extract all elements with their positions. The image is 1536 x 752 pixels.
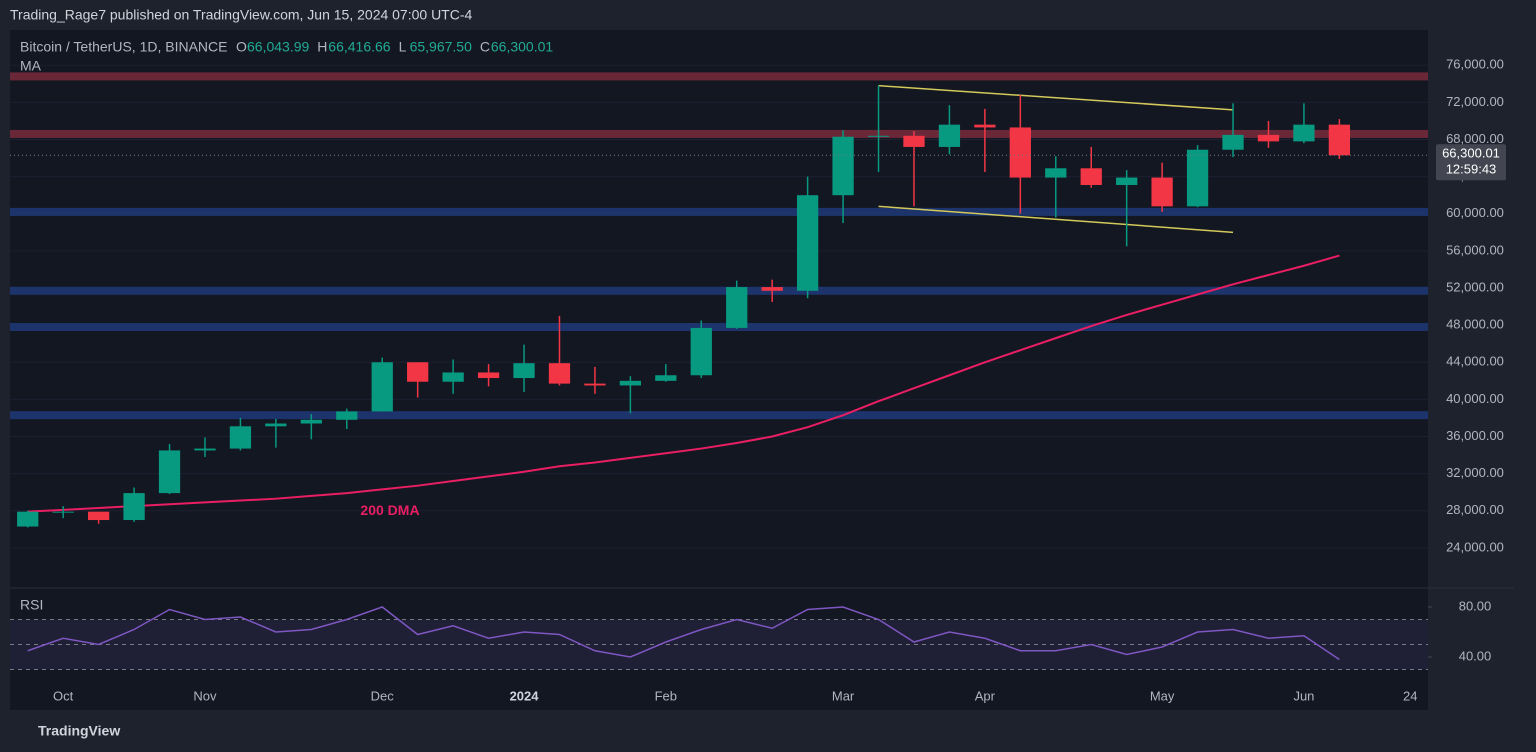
byline: Trading_Rage7 published on TradingView.c… <box>10 7 473 23</box>
y-tick-label: 40.00 <box>1459 648 1492 663</box>
candle-body <box>903 135 925 147</box>
candle-body <box>194 448 216 451</box>
trendline <box>878 84 1234 111</box>
x-tick-label: Mar <box>832 688 855 703</box>
y-tick-label: 60,000.00 <box>1446 205 1504 220</box>
candle-body <box>655 375 677 381</box>
x-tick-label: Jun <box>1293 688 1314 703</box>
candle-body <box>407 362 429 382</box>
footer-brand: TradingView <box>38 723 120 739</box>
candle-body <box>442 372 464 382</box>
x-tick-label: Apr <box>975 688 996 703</box>
y-tick-label: 52,000.00 <box>1446 279 1504 294</box>
candle-body <box>584 383 606 386</box>
x-tick-label: 24 <box>1403 688 1417 703</box>
x-tick-label: Oct <box>53 688 74 703</box>
x-tick-label: Nov <box>193 688 217 703</box>
x-tick-label: 2024 <box>510 688 540 703</box>
candle-body <box>1080 168 1102 185</box>
candle-body <box>477 372 500 379</box>
candle-body <box>796 195 819 291</box>
level-zone <box>10 286 1428 295</box>
ohlc-key: C <box>480 39 490 55</box>
y-tick-label: 56,000.00 <box>1446 242 1504 257</box>
series-annotation: 200 DMA <box>360 502 419 518</box>
candle-body <box>336 411 358 420</box>
candle-body <box>1009 127 1031 178</box>
trendline <box>878 205 1234 234</box>
candle-body <box>265 423 287 427</box>
candle-body <box>548 363 571 384</box>
candle-body <box>1293 124 1315 142</box>
candle-body <box>229 426 252 449</box>
y-tick-label: 68,000.00 <box>1446 131 1504 146</box>
y-tick-label: 32,000.00 <box>1446 465 1504 480</box>
x-tick-label: Feb <box>655 688 677 703</box>
candle-body <box>17 511 39 527</box>
ohlc-value: 65,967.50 <box>410 39 472 55</box>
x-tick-label: May <box>1150 688 1175 703</box>
candle-body <box>690 327 712 376</box>
ma-line <box>27 254 1340 513</box>
rsi-title: RSI <box>20 597 43 613</box>
y-tick-label: 72,000.00 <box>1446 94 1504 109</box>
level-zone <box>10 129 1428 138</box>
ohlc-key: L <box>399 39 407 55</box>
y-tick-label: 40,000.00 <box>1446 391 1504 406</box>
last-price-box <box>1436 144 1506 181</box>
rsi-band-fill <box>10 619 1428 670</box>
level-zone <box>10 322 1428 331</box>
rsi-line <box>27 606 1340 661</box>
ohlc-key: H <box>317 39 327 55</box>
last-price-label: 66,300.01 <box>1442 146 1500 161</box>
candle-body <box>371 362 393 412</box>
ohlc-value: 66,043.99 <box>247 39 309 55</box>
candle-body <box>726 287 748 328</box>
candle-body <box>513 363 535 379</box>
candle-body <box>1116 177 1138 185</box>
plot-area <box>10 30 1428 710</box>
level-zone <box>10 411 1428 420</box>
candle-body <box>300 419 322 424</box>
candle-body <box>761 287 783 291</box>
countdown: 12:59:43 <box>1446 162 1497 177</box>
y-tick-label: 44,000.00 <box>1446 354 1504 369</box>
candle-body <box>867 135 890 137</box>
indicator-label: MA <box>20 58 42 74</box>
y-tick-label: 36,000.00 <box>1446 428 1504 443</box>
symbol: Bitcoin / TetherUS, 1D, BINANCE <box>20 39 227 55</box>
candle-body <box>619 380 642 386</box>
candle-body <box>87 511 110 521</box>
candle-body <box>1045 168 1067 178</box>
y-tick-label: 48,000.00 <box>1446 317 1504 332</box>
level-zone <box>10 72 1428 81</box>
y-tick-label: 76,000.00 <box>1446 57 1504 72</box>
candle-body <box>1151 177 1173 207</box>
candle-body <box>974 124 996 128</box>
candle-body <box>123 493 145 521</box>
candle-body <box>1222 134 1244 150</box>
y-tick-label: 80.00 <box>1459 598 1492 613</box>
candle-body <box>938 124 961 147</box>
ohlc-value: 66,300.01 <box>491 39 553 55</box>
ohlc-value: 66,416.66 <box>328 39 390 55</box>
y-tick-label: 24,000.00 <box>1446 539 1504 554</box>
y-tick-label: 28,000.00 <box>1446 502 1504 517</box>
candle-body <box>1186 149 1209 207</box>
x-tick-label: Dec <box>371 688 395 703</box>
ohlc-key: O <box>236 39 247 55</box>
candle-body <box>1328 124 1351 156</box>
candle-body <box>832 136 854 196</box>
candle-body <box>52 511 74 513</box>
candle-body <box>158 450 181 494</box>
candle-body <box>1257 134 1280 142</box>
level-zone <box>10 207 1428 216</box>
